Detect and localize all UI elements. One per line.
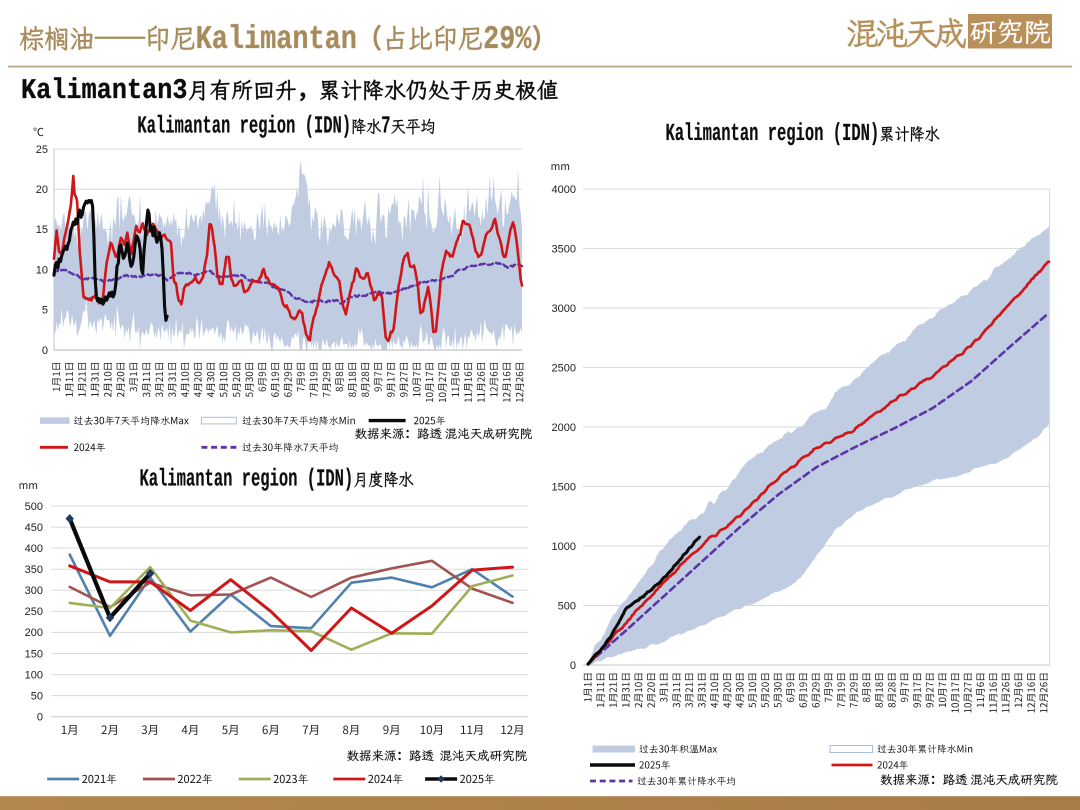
- svg-text:3000: 3000: [552, 303, 576, 315]
- svg-text:5: 5: [42, 305, 48, 317]
- svg-text:350: 350: [25, 564, 43, 576]
- svg-text:50: 50: [31, 690, 43, 702]
- svg-text:0: 0: [570, 660, 576, 672]
- svg-text:500: 500: [558, 600, 576, 612]
- svg-text:4000: 4000: [552, 184, 576, 196]
- svg-text:250: 250: [25, 606, 43, 618]
- svg-text:0: 0: [37, 712, 43, 724]
- svg-text:400: 400: [25, 543, 43, 555]
- svg-text:20: 20: [36, 184, 48, 196]
- svg-text:300: 300: [25, 585, 43, 597]
- svg-text:2000: 2000: [552, 422, 576, 434]
- svg-text:2500: 2500: [552, 362, 576, 374]
- svg-text:0: 0: [42, 345, 48, 357]
- svg-text:150: 150: [25, 648, 43, 660]
- svg-text:200: 200: [25, 627, 43, 639]
- svg-text:450: 450: [25, 522, 43, 534]
- svg-text:500: 500: [25, 501, 43, 513]
- svg-text:3500: 3500: [552, 243, 576, 255]
- svg-text:100: 100: [25, 669, 43, 681]
- svg-text:25: 25: [36, 144, 48, 156]
- svg-text:15: 15: [36, 224, 48, 236]
- svg-text:10: 10: [36, 264, 48, 276]
- svg-text:1000: 1000: [552, 541, 576, 553]
- svg-text:1500: 1500: [552, 481, 576, 493]
